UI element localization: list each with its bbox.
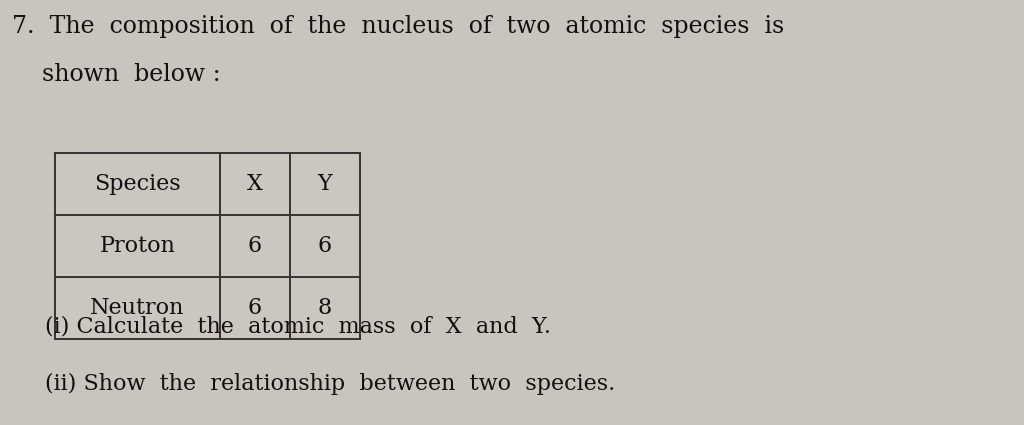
Bar: [220, 215, 290, 277]
Text: 6: 6: [248, 297, 262, 319]
Bar: [290, 153, 360, 215]
Text: shown  below :: shown below :: [12, 63, 220, 86]
Text: 8: 8: [317, 297, 332, 319]
Text: (i) Calculate  the  atomic  mass  of  X  and  Y.: (i) Calculate the atomic mass of X and Y…: [45, 315, 551, 337]
Bar: [290, 277, 360, 339]
Bar: [55, 215, 220, 277]
Text: X: X: [247, 173, 263, 195]
Bar: [55, 277, 220, 339]
Text: 6: 6: [248, 235, 262, 257]
Bar: [55, 153, 220, 215]
Text: Proton: Proton: [99, 235, 175, 257]
Text: Species: Species: [94, 173, 181, 195]
Text: Neutron: Neutron: [90, 297, 184, 319]
Bar: [220, 153, 290, 215]
Text: (ii) Show  the  relationship  between  two  species.: (ii) Show the relationship between two s…: [45, 373, 615, 395]
Bar: [290, 215, 360, 277]
Text: Y: Y: [317, 173, 333, 195]
Text: 7.  The  composition  of  the  nucleus  of  two  atomic  species  is: 7. The composition of the nucleus of two…: [12, 15, 784, 38]
Bar: [220, 277, 290, 339]
Text: 6: 6: [317, 235, 332, 257]
